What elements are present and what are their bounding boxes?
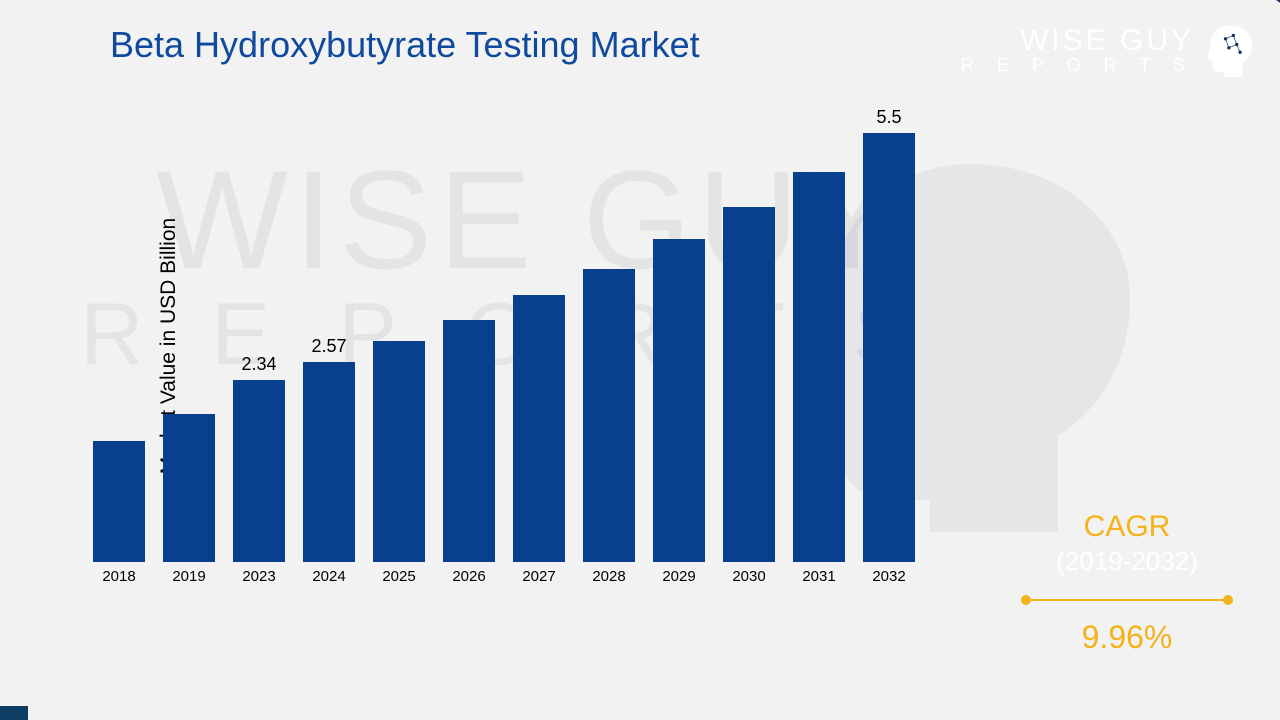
bar-chart: Market Value in USD Billion 201820192.34… xyxy=(87,110,933,582)
bar-group: 2019 xyxy=(163,414,215,562)
bar-value-label: 5.5 xyxy=(876,107,901,128)
footer-accent xyxy=(0,706,28,720)
bar-group: 2029 xyxy=(653,239,705,562)
cagr-title: CAGR xyxy=(1002,510,1252,544)
cagr-range: (2019-2032) xyxy=(1002,546,1252,577)
x-tick-label: 2018 xyxy=(102,568,135,585)
x-tick-label: 2029 xyxy=(662,568,695,585)
bar xyxy=(583,269,635,562)
bar xyxy=(163,414,215,562)
bar-group: 2027 xyxy=(513,295,565,562)
bar: 2.34 xyxy=(233,380,285,562)
x-tick-label: 2030 xyxy=(732,568,765,585)
bar-group: 2031 xyxy=(793,172,845,562)
bar-value-label: 2.57 xyxy=(311,336,346,357)
bar-group: 2030 xyxy=(723,207,775,562)
x-tick-label: 2023 xyxy=(242,568,275,585)
x-tick-label: 2027 xyxy=(522,568,555,585)
bar-group: 2018 xyxy=(93,441,145,562)
bar xyxy=(793,172,845,562)
x-tick-label: 2026 xyxy=(452,568,485,585)
bar xyxy=(373,341,425,562)
bar-group: 2025 xyxy=(373,341,425,562)
bar xyxy=(443,320,495,562)
bar: 2.57 xyxy=(303,362,355,562)
x-tick-label: 2031 xyxy=(802,568,835,585)
report-chart-card: WISE GUY R E P O R T S CAGR (2019-2032) … xyxy=(0,0,1280,720)
bar xyxy=(513,295,565,562)
x-tick-label: 2025 xyxy=(382,568,415,585)
x-tick-label: 2032 xyxy=(872,568,905,585)
bar-group: 2.572024 xyxy=(303,362,355,562)
head-icon xyxy=(1202,22,1258,78)
bar xyxy=(653,239,705,562)
logo-sub-text: R E P O R T S xyxy=(961,56,1194,75)
x-tick-label: 2028 xyxy=(592,568,625,585)
plot-area: 2018 2019 2.342023 2.572024 2025 2026 2027 2028… xyxy=(87,110,933,562)
bar-group: 2028 xyxy=(583,269,635,562)
bar-group: 5.52032 xyxy=(863,133,915,562)
bar xyxy=(93,441,145,562)
brand-logo: WISE GUY R E P O R T S xyxy=(961,22,1258,78)
logo-main-text: WISE GUY xyxy=(961,25,1194,57)
bar: 5.5 xyxy=(863,133,915,562)
x-tick-label: 2024 xyxy=(312,568,345,585)
cagr-summary: CAGR (2019-2032) 9.96% xyxy=(1002,510,1252,656)
cagr-value: 9.96% xyxy=(1002,619,1252,656)
bar-group: 2.342023 xyxy=(233,380,285,562)
chart-title: Beta Hydroxybutyrate Testing Market xyxy=(110,24,700,66)
bar xyxy=(723,207,775,562)
x-tick-label: 2019 xyxy=(172,568,205,585)
cagr-divider xyxy=(1026,599,1228,601)
bar-value-label: 2.34 xyxy=(241,354,276,375)
bar-group: 2026 xyxy=(443,320,495,562)
